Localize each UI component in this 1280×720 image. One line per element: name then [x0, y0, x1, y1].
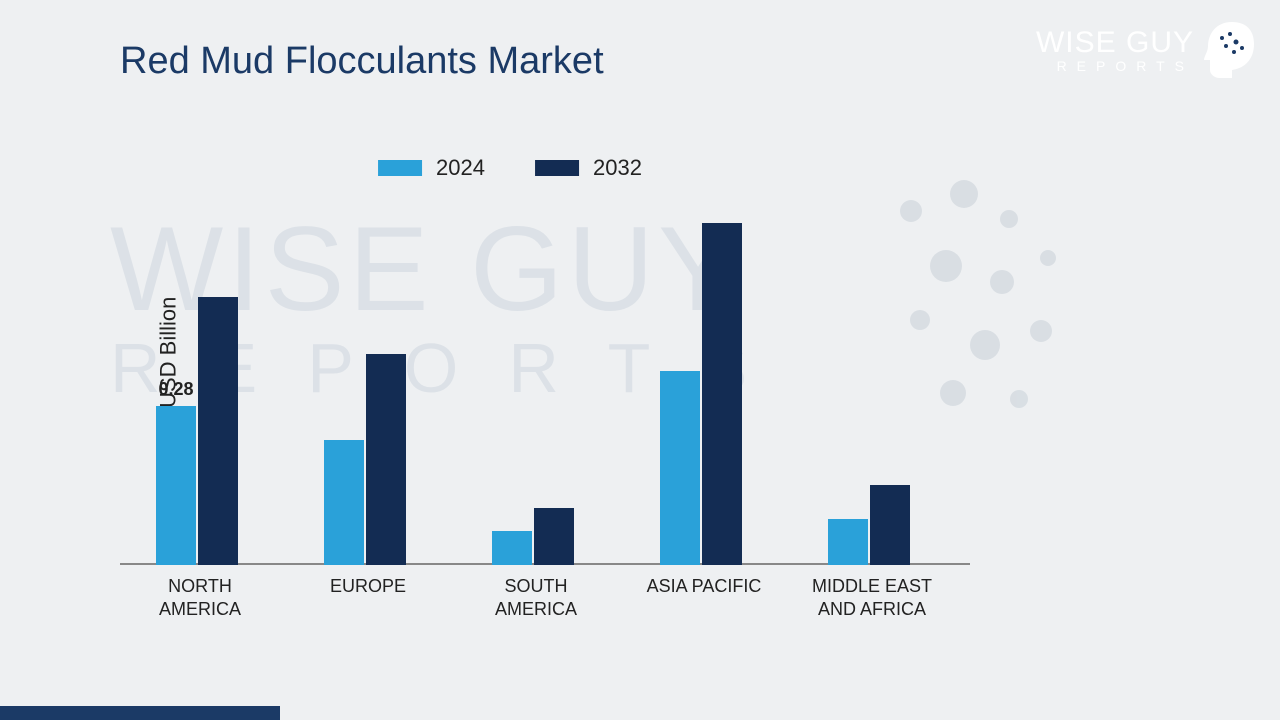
bar-series-2032	[198, 297, 238, 565]
legend: 2024 2032	[378, 155, 642, 181]
legend-label: 2032	[593, 155, 642, 181]
category-label: NORTH AMERICA	[130, 575, 270, 620]
bar-series-2024	[492, 531, 532, 565]
legend-item: 2032	[535, 155, 642, 181]
legend-swatch-2024	[378, 160, 422, 176]
bar-series-2024	[660, 371, 700, 565]
legend-swatch-2032	[535, 160, 579, 176]
bar-series-2024	[828, 519, 868, 565]
legend-label: 2024	[436, 155, 485, 181]
bottom-accent-bar	[0, 706, 280, 720]
bar-series-2024	[324, 440, 364, 565]
chart-area: Market Size in USD Billion 2024 2032 0.2…	[50, 155, 970, 695]
bar-series-2032	[366, 354, 406, 565]
brand-line2: REPORTS	[1036, 58, 1194, 74]
bar-series-2032	[870, 485, 910, 565]
brand-head-icon	[1202, 20, 1256, 80]
chart-title: Red Mud Flocculants Market	[120, 40, 604, 83]
chart-card: WISE GUY REPORTS Red Mud Flocculants Mar…	[0, 0, 1280, 720]
brand-logo: WISE GUY REPORTS	[1036, 20, 1256, 80]
bar-series-2032	[534, 508, 574, 565]
brand-line1: WISE GUY	[1036, 26, 1194, 60]
bar-series-2024	[156, 406, 196, 565]
bar-value-label: 0.28	[158, 379, 193, 400]
category-label: EUROPE	[298, 575, 438, 598]
category-label: MIDDLE EAST AND AFRICA	[802, 575, 942, 620]
category-label: SOUTH AMERICA	[466, 575, 606, 620]
plot-region: 0.28NORTH AMERICAEUROPESOUTH AMERICAASIA…	[120, 195, 970, 565]
legend-item: 2024	[378, 155, 485, 181]
category-label: ASIA PACIFIC	[634, 575, 774, 598]
bar-series-2032	[702, 223, 742, 565]
